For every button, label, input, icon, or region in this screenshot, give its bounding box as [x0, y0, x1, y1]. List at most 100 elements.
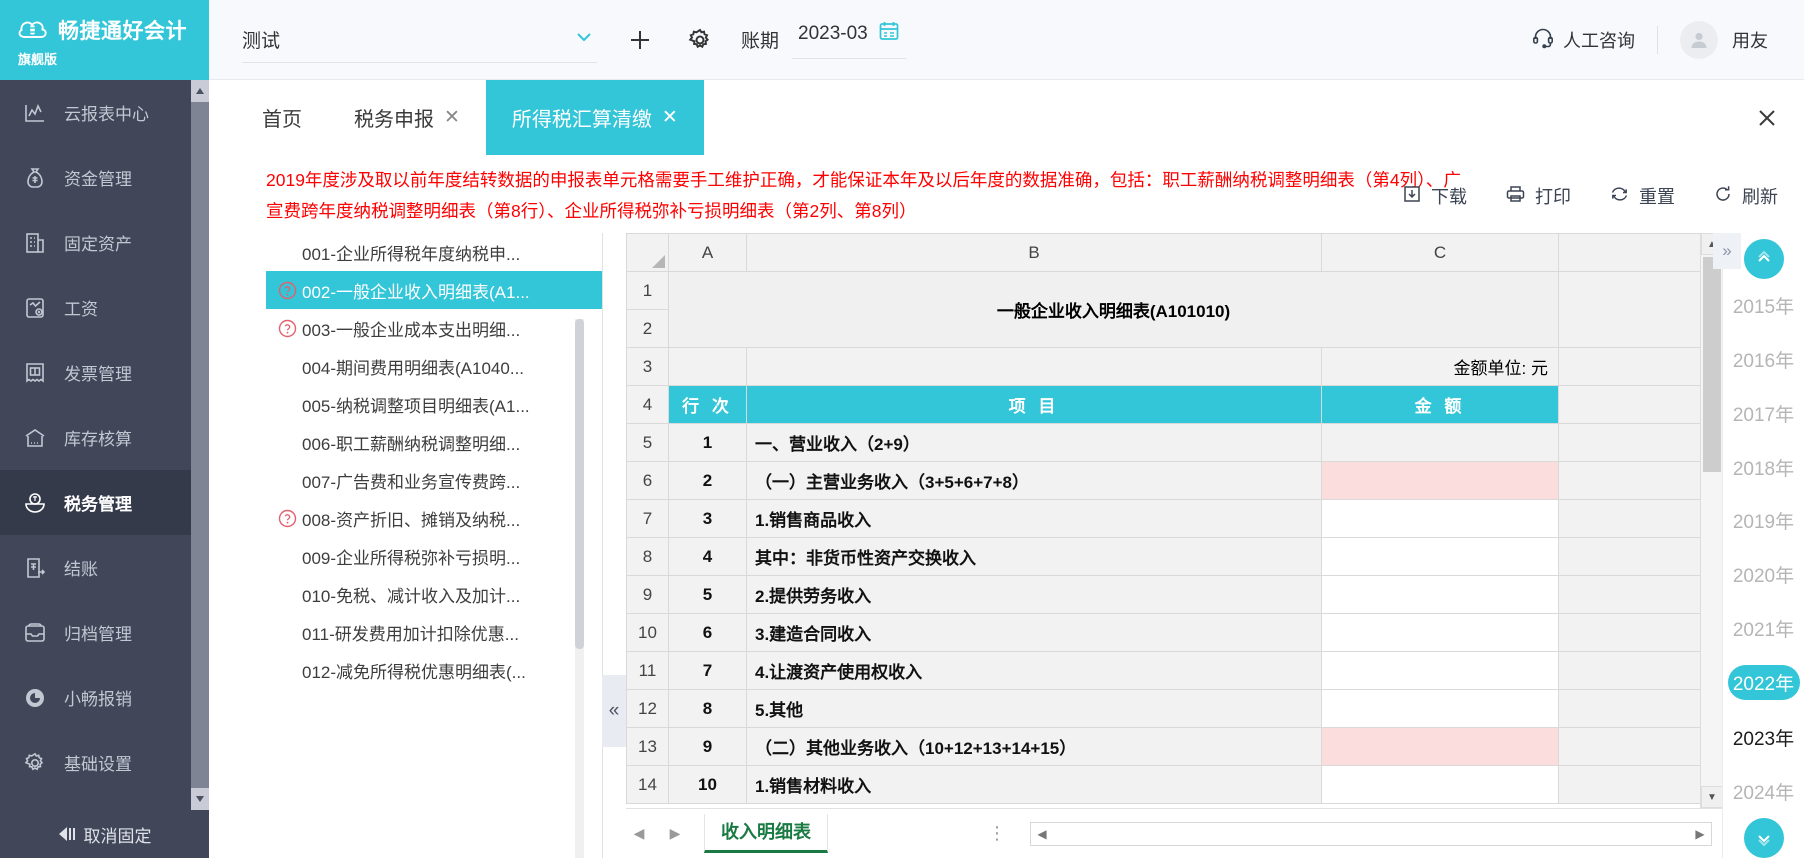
- year-option[interactable]: 2018年: [1732, 458, 1795, 480]
- sidebar-item-settings[interactable]: 基础设置: [0, 730, 209, 795]
- collapse-report-list-button[interactable]: «: [602, 675, 626, 747]
- line-no-cell[interactable]: 10: [668, 765, 747, 804]
- amount-cell[interactable]: [1321, 689, 1559, 728]
- row-header[interactable]: 1: [626, 271, 669, 310]
- avatar[interactable]: [1680, 20, 1718, 59]
- close-icon[interactable]: ✕: [661, 107, 678, 128]
- sidebar-scroll-up-button[interactable]: [191, 80, 209, 102]
- year-option-selected[interactable]: 2022年: [1727, 665, 1800, 701]
- report-list-scrollbar[interactable]: [575, 319, 584, 858]
- sidebar-item-partial[interactable]: [0, 795, 209, 810]
- row-header[interactable]: 11: [626, 651, 669, 690]
- item-cell[interactable]: （一）主营业务收入（3+5+6+7+8）: [746, 461, 1322, 500]
- item-cell[interactable]: 3.建造合同收入: [746, 613, 1322, 652]
- download-button[interactable]: 下载: [1402, 183, 1467, 209]
- row-header[interactable]: 14: [626, 765, 669, 804]
- unit-note-cell[interactable]: 金额单位: 元: [1321, 347, 1559, 386]
- row-header[interactable]: 5: [626, 423, 669, 462]
- sheet-title-cell[interactable]: 一般企业收入明细表(A101010): [668, 271, 1559, 348]
- line-no-cell[interactable]: 3: [668, 499, 747, 538]
- cell[interactable]: [1558, 461, 1722, 500]
- cell[interactable]: [1558, 347, 1722, 386]
- year-option[interactable]: 2019年: [1732, 512, 1795, 534]
- cell[interactable]: [668, 347, 747, 386]
- expand-panel-button[interactable]: »: [1713, 233, 1741, 269]
- year-option[interactable]: 2023年: [1732, 728, 1795, 750]
- line-no-cell[interactable]: 1: [668, 423, 747, 462]
- sheet-tab-income-detail[interactable]: 收入明细表: [704, 814, 828, 853]
- cell[interactable]: [1558, 765, 1722, 804]
- report-list-scroll-thumb[interactable]: [575, 319, 584, 649]
- list-item[interactable]: 010-免税、减计收入及加计...: [266, 575, 602, 613]
- close-icon[interactable]: ✕: [444, 107, 460, 128]
- line-no-cell[interactable]: 8: [668, 689, 747, 728]
- list-item[interactable]: 004-期间费用明细表(A1040...: [266, 347, 602, 385]
- line-no-cell[interactable]: 6: [668, 613, 747, 652]
- vertical-dots-icon[interactable]: ⋮: [988, 823, 1006, 843]
- row-header[interactable]: 12: [626, 689, 669, 728]
- tab-income-tax-settlement[interactable]: 所得税汇算清缴 ✕: [485, 80, 704, 155]
- triangle-left-icon[interactable]: ◀: [633, 825, 645, 841]
- list-item[interactable]: 006-职工薪酬纳税调整明细...: [266, 423, 602, 461]
- column-header-a[interactable]: A: [668, 233, 747, 272]
- amount-cell[interactable]: [1321, 499, 1559, 538]
- sidebar-item-invoice[interactable]: 发票管理: [0, 340, 209, 405]
- table-header-amount[interactable]: 金 额: [1321, 385, 1559, 424]
- cell[interactable]: [1558, 537, 1722, 576]
- line-no-cell[interactable]: 7: [668, 651, 747, 690]
- row-header[interactable]: 9: [626, 575, 669, 614]
- table-header-item[interactable]: 项 目: [746, 385, 1322, 424]
- list-item[interactable]: 008-资产折旧、摊销及纳税...: [266, 499, 602, 537]
- item-cell[interactable]: 其中：非货币性资产交换收入: [746, 537, 1322, 576]
- add-button[interactable]: [617, 17, 663, 63]
- support-button[interactable]: 人工咨询: [1531, 25, 1635, 54]
- column-header-b[interactable]: B: [746, 233, 1322, 272]
- item-cell[interactable]: 2.提供劳务收入: [746, 575, 1322, 614]
- sidebar-scrollbar-track[interactable]: [191, 102, 209, 788]
- row-header[interactable]: 7: [626, 499, 669, 538]
- sidebar-scroll-down-button[interactable]: [191, 788, 209, 810]
- tab-tax-filing[interactable]: 税务申报 ✕: [328, 80, 486, 155]
- line-no-cell[interactable]: 5: [668, 575, 747, 614]
- amount-cell[interactable]: [1321, 575, 1559, 614]
- table-header-line-no[interactable]: 行 次: [668, 385, 747, 424]
- year-option[interactable]: 2015年: [1732, 297, 1795, 319]
- company-selector[interactable]: 测试: [242, 17, 597, 63]
- amount-cell[interactable]: [1321, 613, 1559, 652]
- item-cell[interactable]: （二）其他业务收入（10+12+13+14+15）: [746, 727, 1322, 766]
- line-no-cell[interactable]: 2: [668, 461, 747, 500]
- amount-cell[interactable]: [1321, 423, 1559, 462]
- sidebar-item-expense[interactable]: 小畅报销: [0, 665, 209, 730]
- row-header[interactable]: 4: [626, 385, 669, 424]
- close-all-tabs-button[interactable]: [1730, 80, 1804, 155]
- year-option[interactable]: 2020年: [1732, 566, 1795, 588]
- cell[interactable]: [1558, 499, 1722, 538]
- reset-button[interactable]: 重置: [1609, 183, 1675, 209]
- list-item[interactable]: 002-一般企业收入明细表(A1...: [266, 271, 602, 309]
- cell[interactable]: [1558, 271, 1722, 348]
- row-header[interactable]: 8: [626, 537, 669, 576]
- year-scroll-down-button[interactable]: [1743, 817, 1784, 858]
- sidebar-item-funds[interactable]: 资金管理: [0, 145, 209, 210]
- amount-cell[interactable]: [1321, 461, 1559, 500]
- year-option[interactable]: 2021年: [1732, 619, 1795, 641]
- line-no-cell[interactable]: 4: [668, 537, 747, 576]
- sidebar-item-payroll[interactable]: 工资: [0, 275, 209, 340]
- period-picker[interactable]: 2023-03: [792, 20, 906, 59]
- list-item[interactable]: 007-广告费和业务宣传费跨...: [266, 461, 602, 499]
- line-no-cell[interactable]: 9: [668, 727, 747, 766]
- column-header-d[interactable]: [1558, 233, 1722, 272]
- list-item[interactable]: 003-一般企业成本支出明细...: [266, 309, 602, 347]
- sidebar-item-cloud-reports[interactable]: 云报表中心: [0, 80, 209, 145]
- list-item[interactable]: 011-研发费用加计扣除优惠...: [266, 613, 602, 651]
- cell[interactable]: [1558, 423, 1722, 462]
- unpin-sidebar-button[interactable]: 取消固定: [0, 810, 209, 858]
- sidebar-item-archive[interactable]: 归档管理: [0, 600, 209, 665]
- print-button[interactable]: 打印: [1505, 183, 1571, 209]
- list-item[interactable]: 005-纳税调整项目明细表(A1...: [266, 385, 602, 423]
- row-header[interactable]: 3: [626, 347, 669, 386]
- triangle-right-icon[interactable]: ▶: [669, 825, 681, 841]
- amount-cell[interactable]: [1321, 651, 1559, 690]
- year-option[interactable]: 2016年: [1732, 351, 1795, 373]
- row-header[interactable]: 13: [626, 727, 669, 766]
